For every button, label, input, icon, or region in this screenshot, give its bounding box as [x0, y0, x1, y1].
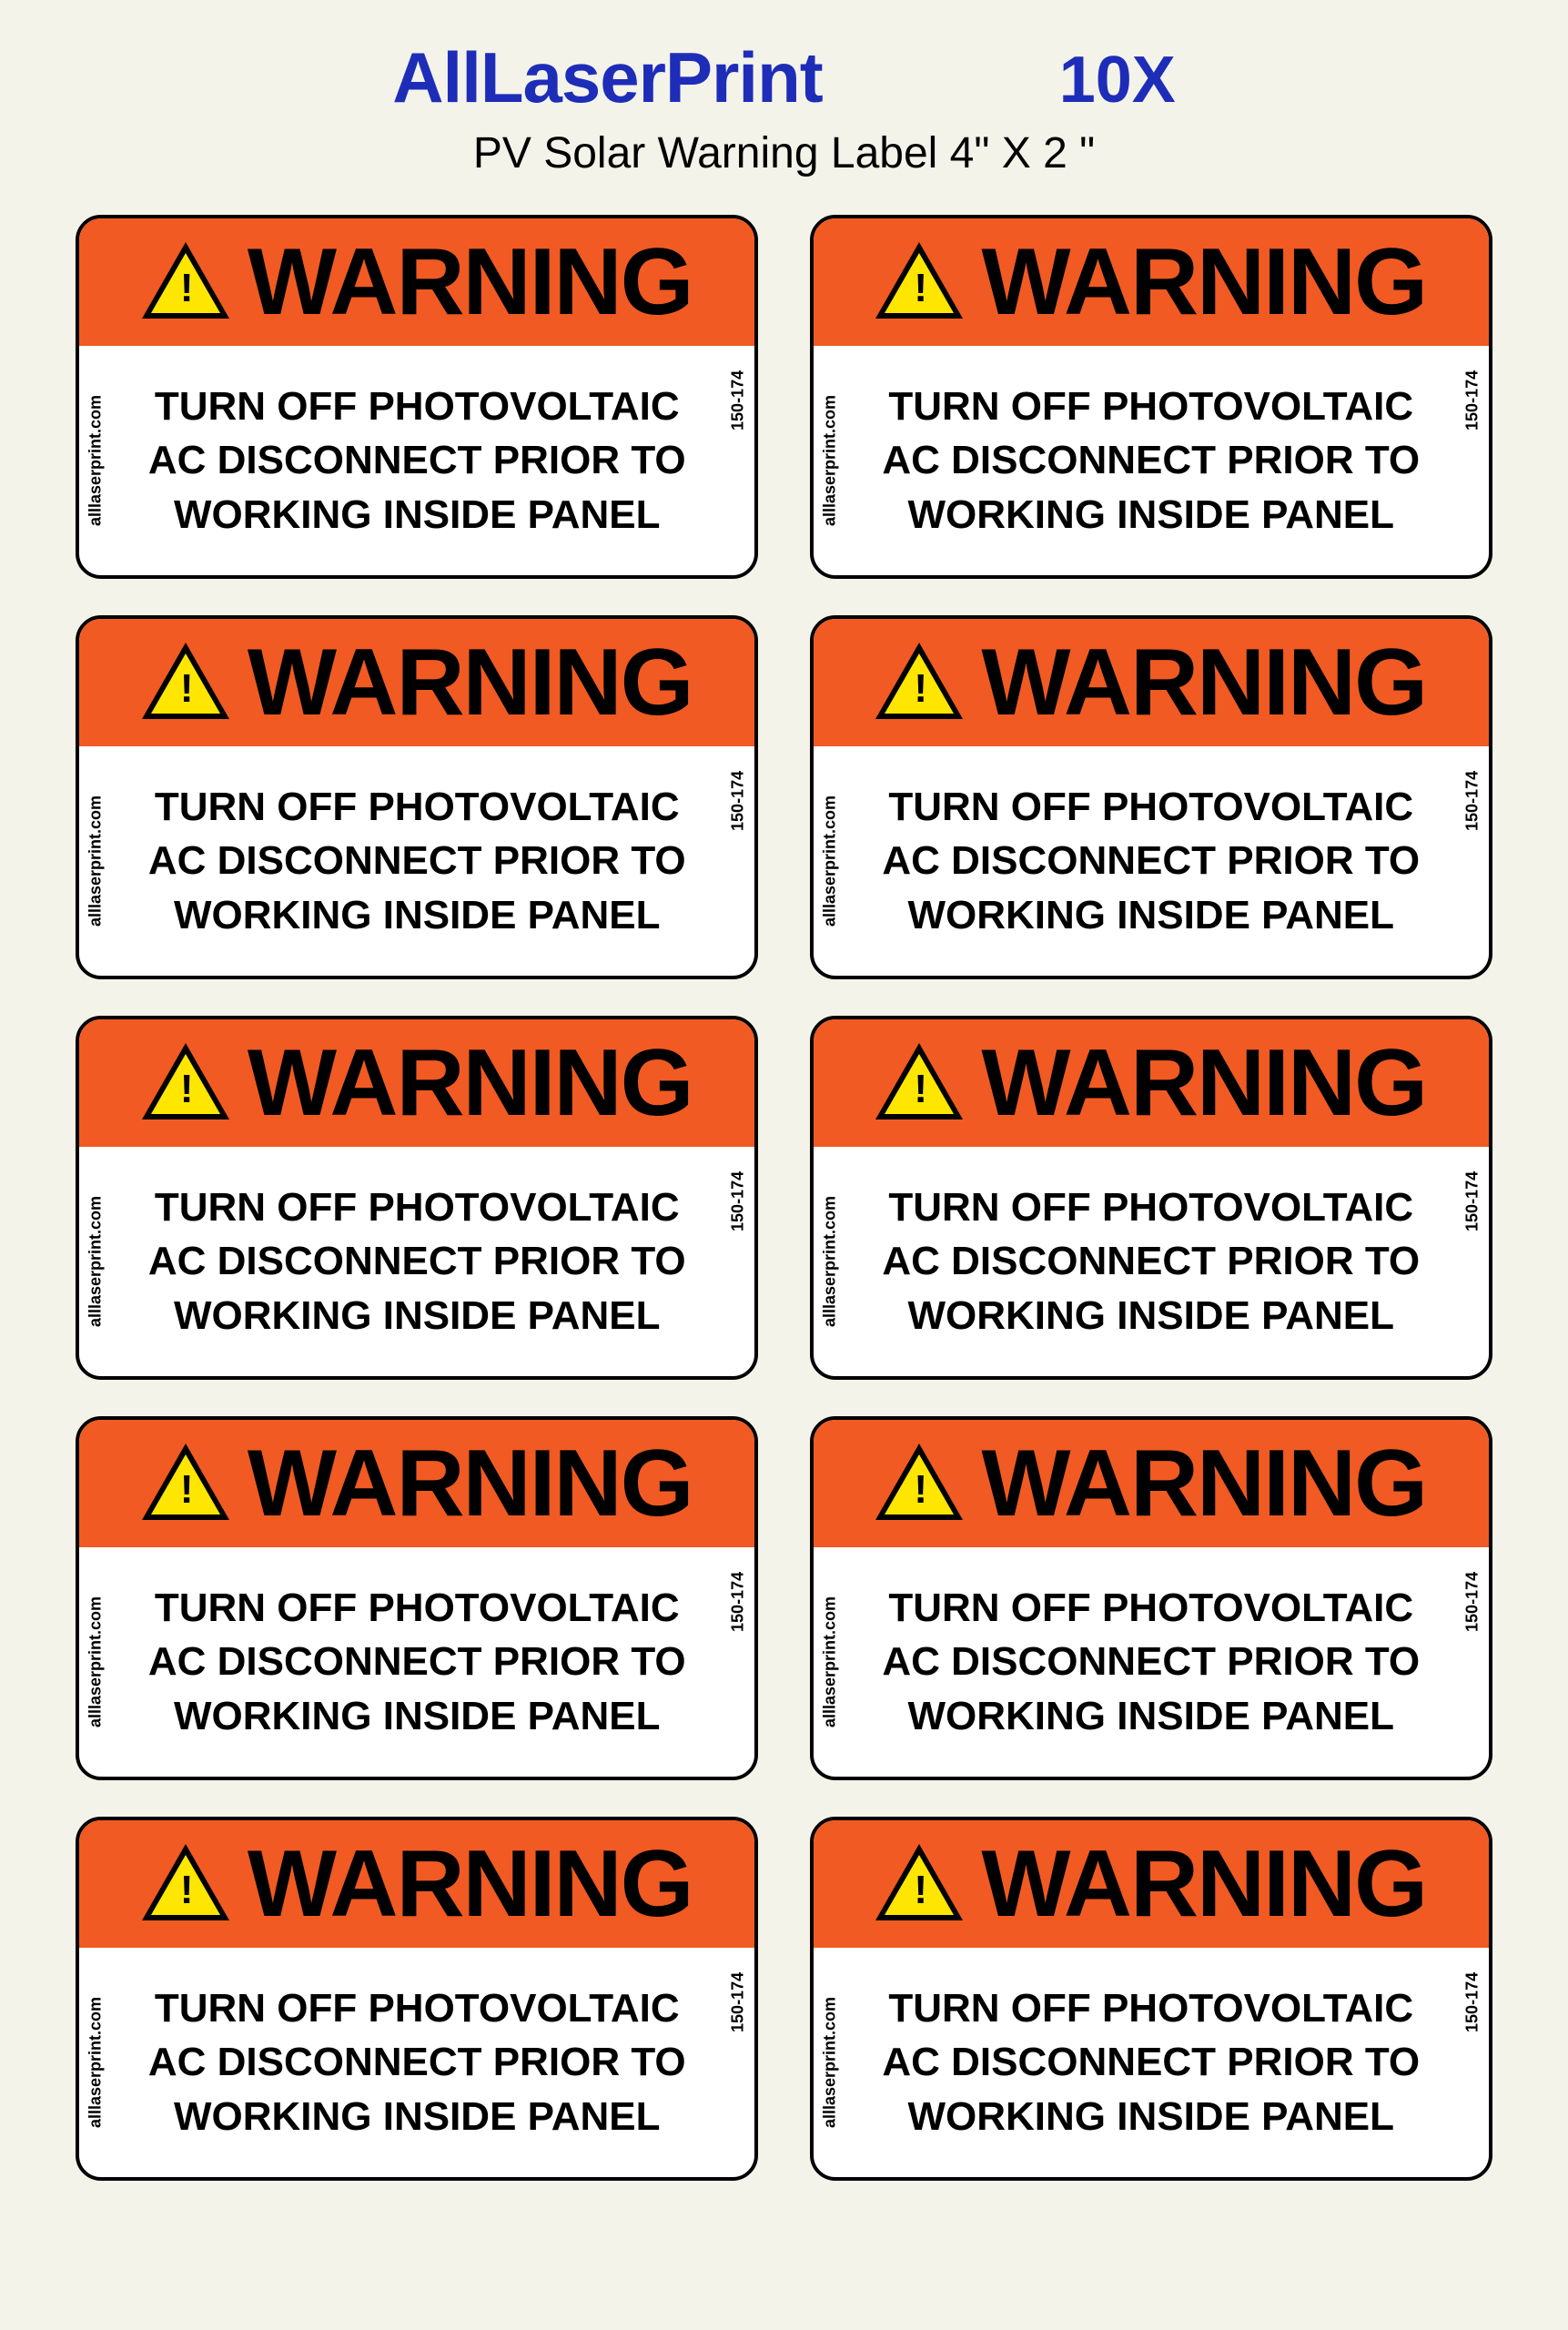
exclamation-icon: !	[180, 1067, 194, 1112]
label-body: alllaserprint.com TURN OFF PHOTOVOLTAICA…	[814, 346, 1489, 575]
exclamation-icon: !	[180, 1868, 194, 1913]
warning-header-bar: ! WARNING	[79, 619, 754, 746]
warning-header-bar: ! WARNING	[814, 1820, 1489, 1948]
quantity-label: 10X	[1059, 43, 1176, 117]
warning-label: ! WARNING alllaserprint.com TURN OFF PHO…	[76, 1817, 758, 2181]
brand-name: AllLaserPrint	[392, 36, 822, 119]
warning-word: WARNING	[981, 1430, 1426, 1538]
warning-triangle-icon: !	[142, 643, 229, 719]
warning-triangle-icon: !	[875, 242, 963, 319]
exclamation-icon: !	[914, 666, 927, 712]
warning-label: ! WARNING alllaserprint.com TURN OFF PHO…	[76, 1016, 758, 1380]
warning-triangle-icon: !	[142, 242, 229, 319]
warning-triangle-icon: !	[142, 1844, 229, 1920]
warning-message: TURN OFF PHOTOVOLTAICAC DISCONNECT PRIOR…	[882, 1981, 1420, 2143]
label-body: alllaserprint.com TURN OFF PHOTOVOLTAICA…	[814, 746, 1489, 976]
warning-word: WARNING	[981, 629, 1426, 737]
warning-triangle-icon: !	[142, 1043, 229, 1119]
warning-word: WARNING	[981, 1830, 1426, 1939]
label-body: alllaserprint.com TURN OFF PHOTOVOLTAICA…	[814, 1547, 1489, 1777]
exclamation-icon: !	[180, 666, 194, 712]
warning-header-bar: ! WARNING	[814, 218, 1489, 346]
warning-label: ! WARNING alllaserprint.com TURN OFF PHO…	[810, 215, 1492, 579]
warning-header-bar: ! WARNING	[814, 1019, 1489, 1147]
warning-triangle-icon: !	[875, 1844, 963, 1920]
warning-message: TURN OFF PHOTOVOLTAICAC DISCONNECT PRIOR…	[882, 780, 1420, 942]
warning-message: TURN OFF PHOTOVOLTAICAC DISCONNECT PRIOR…	[148, 1981, 686, 2143]
exclamation-icon: !	[914, 1868, 927, 1913]
warning-message: TURN OFF PHOTOVOLTAICAC DISCONNECT PRIOR…	[148, 780, 686, 942]
warning-label: ! WARNING alllaserprint.com TURN OFF PHO…	[810, 1416, 1492, 1780]
warning-word: WARNING	[248, 1029, 693, 1138]
subtitle: PV Solar Warning Label 4" X 2 "	[73, 128, 1495, 178]
warning-triangle-icon: !	[875, 1444, 963, 1520]
warning-message: TURN OFF PHOTOVOLTAICAC DISCONNECT PRIOR…	[148, 1581, 686, 1743]
label-grid: ! WARNING alllaserprint.com TURN OFF PHO…	[73, 215, 1495, 2181]
exclamation-icon: !	[180, 266, 194, 311]
exclamation-icon: !	[180, 1467, 194, 1513]
label-body: alllaserprint.com TURN OFF PHOTOVOLTAICA…	[79, 1147, 754, 1376]
label-sheet: AllLaserPrint 10X PV Solar Warning Label…	[0, 0, 1568, 2254]
warning-label: ! WARNING alllaserprint.com TURN OFF PHO…	[810, 615, 1492, 979]
warning-word: WARNING	[981, 1029, 1426, 1138]
warning-header-bar: ! WARNING	[79, 1820, 754, 1948]
label-body: alllaserprint.com TURN OFF PHOTOVOLTAICA…	[79, 1547, 754, 1777]
warning-triangle-icon: !	[875, 643, 963, 719]
exclamation-icon: !	[914, 266, 927, 311]
label-body: alllaserprint.com TURN OFF PHOTOVOLTAICA…	[814, 1147, 1489, 1376]
warning-message: TURN OFF PHOTOVOLTAICAC DISCONNECT PRIOR…	[882, 380, 1420, 542]
warning-triangle-icon: !	[142, 1444, 229, 1520]
warning-word: WARNING	[248, 1830, 693, 1939]
warning-triangle-icon: !	[875, 1043, 963, 1119]
label-body: alllaserprint.com TURN OFF PHOTOVOLTAICA…	[79, 1948, 754, 2177]
warning-header-bar: ! WARNING	[79, 1420, 754, 1547]
exclamation-icon: !	[914, 1467, 927, 1513]
warning-word: WARNING	[248, 228, 693, 337]
warning-message: TURN OFF PHOTOVOLTAICAC DISCONNECT PRIOR…	[148, 1180, 686, 1342]
warning-header-bar: ! WARNING	[79, 218, 754, 346]
warning-header-bar: ! WARNING	[814, 619, 1489, 746]
warning-label: ! WARNING alllaserprint.com TURN OFF PHO…	[76, 1416, 758, 1780]
warning-message: TURN OFF PHOTOVOLTAICAC DISCONNECT PRIOR…	[148, 380, 686, 542]
label-body: alllaserprint.com TURN OFF PHOTOVOLTAICA…	[79, 346, 754, 575]
warning-word: WARNING	[248, 629, 693, 737]
warning-message: TURN OFF PHOTOVOLTAICAC DISCONNECT PRIOR…	[882, 1581, 1420, 1743]
warning-header-bar: ! WARNING	[814, 1420, 1489, 1547]
sheet-header: AllLaserPrint 10X PV Solar Warning Label…	[73, 36, 1495, 178]
label-body: alllaserprint.com TURN OFF PHOTOVOLTAICA…	[814, 1948, 1489, 2177]
exclamation-icon: !	[914, 1067, 927, 1112]
warning-label: ! WARNING alllaserprint.com TURN OFF PHO…	[76, 615, 758, 979]
warning-label: ! WARNING alllaserprint.com TURN OFF PHO…	[810, 1817, 1492, 2181]
warning-label: ! WARNING alllaserprint.com TURN OFF PHO…	[810, 1016, 1492, 1380]
warning-message: TURN OFF PHOTOVOLTAICAC DISCONNECT PRIOR…	[882, 1180, 1420, 1342]
brand-line: AllLaserPrint 10X	[73, 36, 1495, 119]
warning-word: WARNING	[248, 1430, 693, 1538]
label-body: alllaserprint.com TURN OFF PHOTOVOLTAICA…	[79, 746, 754, 976]
warning-header-bar: ! WARNING	[79, 1019, 754, 1147]
warning-word: WARNING	[981, 228, 1426, 337]
warning-label: ! WARNING alllaserprint.com TURN OFF PHO…	[76, 215, 758, 579]
